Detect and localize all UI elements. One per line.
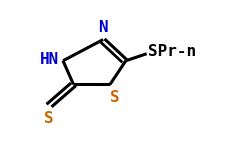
Text: HN: HN: [39, 52, 59, 67]
Text: S: S: [44, 111, 54, 126]
Text: N: N: [98, 21, 108, 35]
Text: SPr-n: SPr-n: [148, 44, 197, 59]
Text: S: S: [110, 90, 119, 105]
